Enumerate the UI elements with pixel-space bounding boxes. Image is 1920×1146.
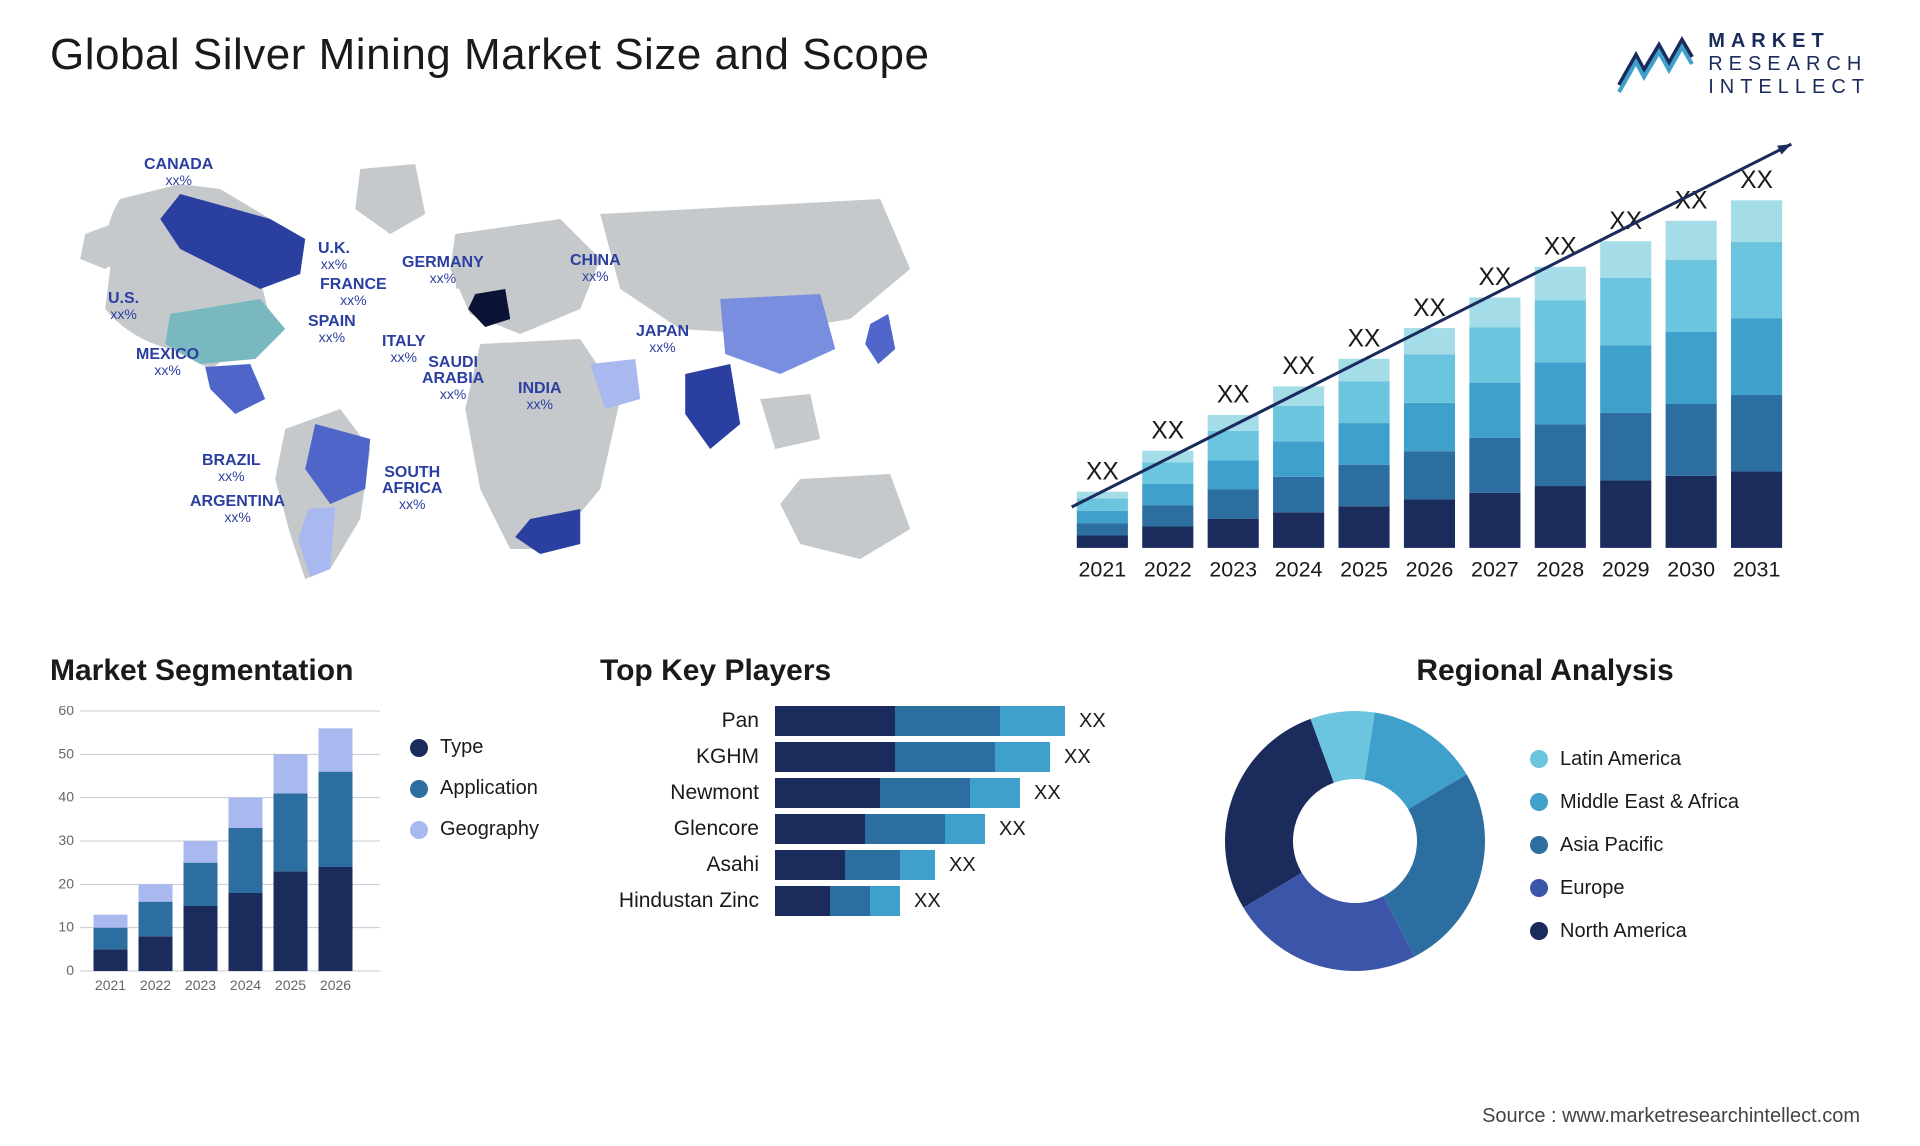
legend-item: Application bbox=[410, 777, 539, 800]
player-row: KGHMXX bbox=[600, 742, 1170, 772]
logo-line-2: RESEARCH bbox=[1708, 53, 1870, 76]
map-label: INDIAxx% bbox=[518, 381, 562, 411]
brand-logo: MARKET RESEARCH INTELLECT bbox=[1614, 30, 1870, 99]
svg-text:2021: 2021 bbox=[95, 977, 126, 993]
svg-text:2025: 2025 bbox=[275, 977, 306, 993]
svg-text:XX: XX bbox=[1348, 326, 1381, 353]
player-row: PanXX bbox=[600, 706, 1170, 736]
map-label: U.K.xx% bbox=[318, 241, 350, 271]
svg-text:60: 60 bbox=[58, 706, 74, 718]
svg-text:2022: 2022 bbox=[1144, 558, 1192, 582]
source-text: Source : www.marketresearchintellect.com bbox=[1482, 1105, 1860, 1128]
svg-text:2028: 2028 bbox=[1537, 558, 1585, 582]
svg-text:XX: XX bbox=[1741, 167, 1774, 194]
svg-text:2024: 2024 bbox=[230, 977, 261, 993]
legend-item: Europe bbox=[1530, 877, 1739, 900]
svg-text:10: 10 bbox=[58, 919, 74, 935]
svg-text:XX: XX bbox=[1152, 418, 1185, 445]
growth-chart: XX 2021 XX 2022 XX 2023 XX 2024 XX 2025 XX 2026 XX 20… bbox=[1020, 139, 1870, 599]
player-row: Hindustan ZincXX bbox=[600, 886, 1170, 916]
legend-item: Asia Pacific bbox=[1530, 834, 1739, 857]
legend-item: Type bbox=[410, 736, 539, 759]
map-label: JAPANxx% bbox=[636, 324, 689, 354]
svg-text:2022: 2022 bbox=[140, 977, 171, 993]
svg-text:0: 0 bbox=[66, 962, 74, 978]
svg-text:2026: 2026 bbox=[1406, 558, 1454, 582]
regional-legend: Latin America Middle East & Africa Asia Pa… bbox=[1530, 740, 1739, 943]
map-label: MEXICOxx% bbox=[136, 347, 199, 377]
player-row: NewmontXX bbox=[600, 778, 1170, 808]
svg-text:2024: 2024 bbox=[1275, 558, 1323, 582]
player-row: GlencoreXX bbox=[600, 814, 1170, 844]
world-map-panel: CANADAxx% U.S.xx% MEXICOxx% BRAZILxx% ARGENT… bbox=[50, 139, 970, 599]
map-label: ARGENTINAxx% bbox=[190, 494, 285, 524]
page-title: Global Silver Mining Market Size and Sco… bbox=[50, 30, 929, 80]
svg-text:50: 50 bbox=[58, 745, 74, 761]
svg-text:2031: 2031 bbox=[1733, 558, 1781, 582]
svg-text:2029: 2029 bbox=[1602, 558, 1650, 582]
legend-item: North America bbox=[1530, 920, 1739, 943]
map-label: BRAZILxx% bbox=[202, 453, 261, 483]
legend-item: Geography bbox=[410, 818, 539, 841]
legend-item: Middle East & Africa bbox=[1530, 791, 1739, 814]
logo-line-1: MARKET bbox=[1708, 30, 1870, 53]
svg-text:XX: XX bbox=[1217, 382, 1250, 409]
map-label: GERMANYxx% bbox=[402, 255, 484, 285]
map-label: SAUDIARABIAxx% bbox=[422, 355, 484, 401]
map-label: CHINAxx% bbox=[570, 253, 621, 283]
segmentation-title: Market Segmentation bbox=[50, 654, 550, 688]
svg-text:2021: 2021 bbox=[1079, 558, 1127, 582]
svg-text:2026: 2026 bbox=[320, 977, 351, 993]
player-row: AsahiXX bbox=[600, 850, 1170, 880]
map-label: CANADAxx% bbox=[144, 157, 213, 187]
svg-text:XX: XX bbox=[1086, 458, 1119, 485]
svg-text:2030: 2030 bbox=[1668, 558, 1716, 582]
svg-text:2027: 2027 bbox=[1471, 558, 1519, 582]
regional-panel: Regional Analysis Latin America Middle Ea… bbox=[1220, 654, 1870, 1054]
map-label: FRANCExx% bbox=[320, 277, 387, 307]
legend-item: Latin America bbox=[1530, 748, 1739, 771]
svg-text:40: 40 bbox=[58, 789, 74, 805]
svg-text:2023: 2023 bbox=[1210, 558, 1258, 582]
segmentation-panel: Market Segmentation 0 10 20 30 40 50 60 2021 202… bbox=[50, 654, 550, 1054]
players-title: Top Key Players bbox=[600, 654, 1170, 688]
svg-text:2023: 2023 bbox=[185, 977, 216, 993]
regional-donut bbox=[1220, 706, 1490, 976]
svg-text:2025: 2025 bbox=[1341, 558, 1389, 582]
map-label: U.S.xx% bbox=[108, 291, 139, 321]
players-panel: Top Key Players PanXX KGHMXX NewmontXX Glen… bbox=[600, 654, 1170, 1054]
segmentation-legend: Type Application Geography bbox=[410, 706, 539, 1006]
svg-text:20: 20 bbox=[58, 875, 74, 891]
map-label: SOUTHAFRICAxx% bbox=[382, 465, 442, 511]
segmentation-chart: 0 10 20 30 40 50 60 2021 2022 2023 2024 2025 2026 bbox=[50, 706, 380, 1006]
regional-title: Regional Analysis bbox=[1220, 654, 1870, 688]
map-label: ITALYxx% bbox=[382, 334, 426, 364]
svg-text:30: 30 bbox=[58, 832, 74, 848]
players-chart: PanXX KGHMXX NewmontXX GlencoreXX AsahiXX Hin… bbox=[600, 706, 1170, 916]
map-label: SPAINxx% bbox=[308, 314, 356, 344]
svg-text:XX: XX bbox=[1414, 295, 1447, 322]
svg-text:XX: XX bbox=[1283, 353, 1316, 380]
logo-line-3: INTELLECT bbox=[1708, 76, 1870, 99]
